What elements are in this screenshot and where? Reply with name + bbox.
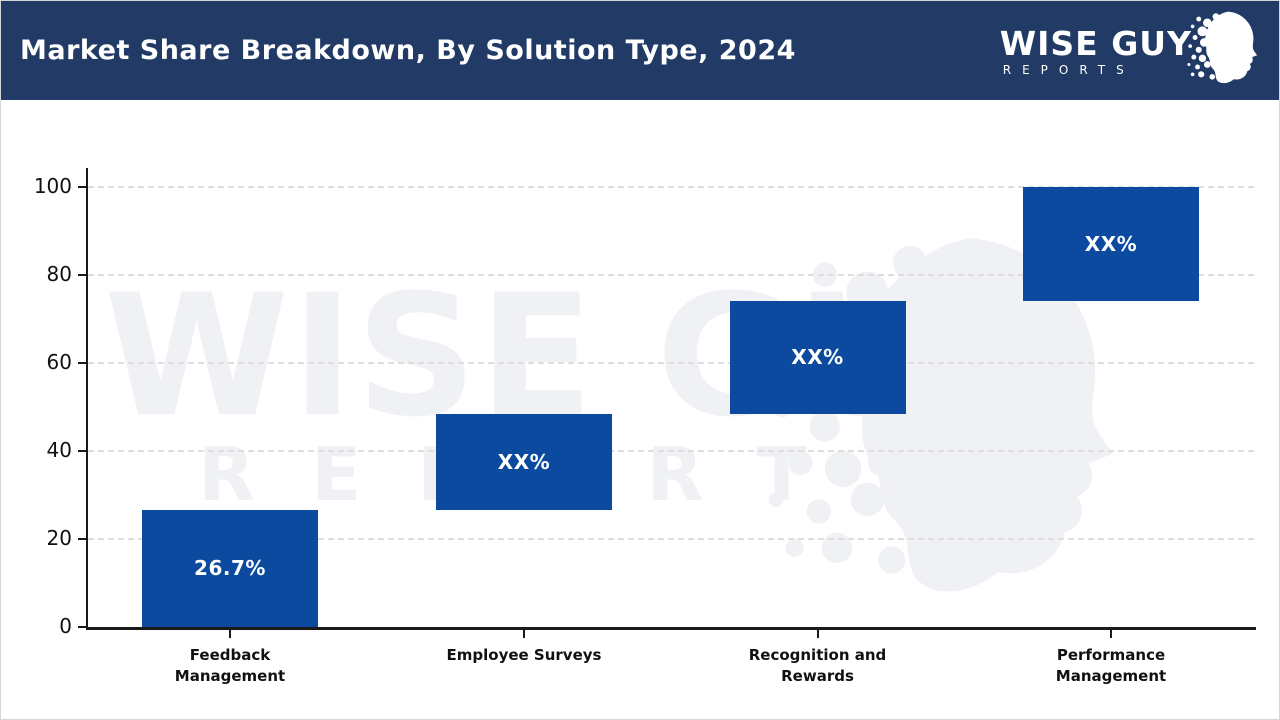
y-axis-tick (78, 626, 86, 628)
brand-logo: WISE GUY REPORTS (1000, 8, 1270, 94)
bar-segment: XX% (729, 300, 906, 414)
y-axis-tick (78, 274, 86, 276)
brand-subtitle: REPORTS (1002, 62, 1135, 77)
y-axis-tick-label: 20 (46, 526, 72, 550)
y-axis-tick-label: 80 (46, 262, 72, 286)
x-axis-category-label: Recognition and Rewards (748, 646, 887, 685)
brand-head-icon (1187, 11, 1258, 84)
bar-value-label: XX% (497, 449, 551, 474)
y-gridline (88, 186, 1254, 188)
y-axis-tick (78, 362, 86, 364)
y-axis-tick-label: 0 (59, 614, 72, 638)
x-axis-tick (523, 630, 525, 638)
y-gridline (88, 362, 1254, 364)
brand-logo-text: WISE GUY REPORTS (1000, 27, 1192, 76)
page-title: Market Share Breakdown, By Solution Type… (20, 34, 796, 66)
y-gridline (88, 538, 1254, 540)
bar-value-label: XX% (1084, 231, 1138, 256)
y-axis-tick (78, 538, 86, 540)
x-axis-tick (816, 630, 819, 638)
bar-value-label: XX% (791, 345, 844, 370)
bar-segment: XX% (1023, 187, 1199, 301)
x-axis-category-label: Feedback Management (174, 646, 286, 685)
brand-name: WISE GUY (999, 23, 1192, 63)
bar-value-label: 26.7% (194, 556, 266, 581)
bar-segment: 26.7% (142, 509, 318, 627)
y-gridline (88, 450, 1254, 452)
x-axis-category-label: Performance Management (1055, 646, 1167, 685)
x-axis-tick (1110, 630, 1112, 638)
y-axis-tick (78, 450, 86, 452)
header-bar: Market Share Breakdown, By Solution Type… (0, 0, 1280, 100)
bar-segment: XX% (436, 413, 612, 510)
chart-area: WISE GU REPORTS 02040608010026.7%Feedbac… (0, 100, 1280, 720)
x-axis-tick (229, 630, 231, 638)
x-axis-line (86, 627, 1256, 630)
x-axis-category-label: Employee Surveys (446, 646, 602, 664)
y-axis-tick-label: 40 (46, 438, 72, 462)
y-axis-line (86, 168, 88, 629)
y-gridline (88, 274, 1254, 276)
y-axis-tick-label: 100 (33, 174, 72, 198)
y-axis-tick (78, 186, 86, 188)
y-axis-tick-label: 60 (46, 350, 72, 374)
